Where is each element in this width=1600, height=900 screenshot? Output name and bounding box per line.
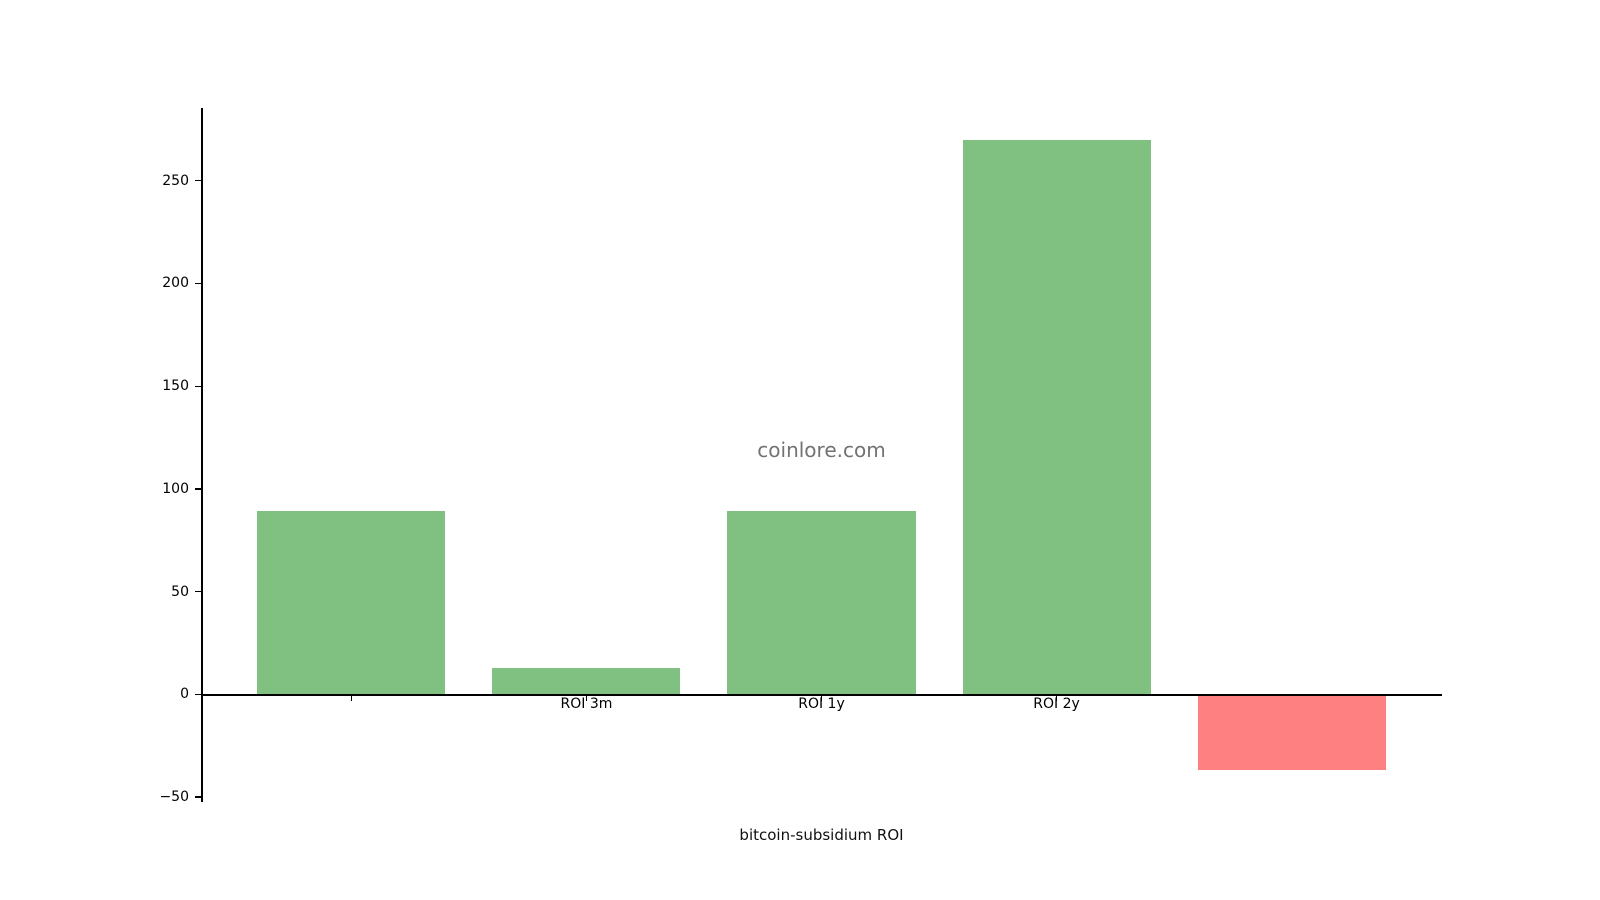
x-tick-mark (350, 694, 353, 702)
y-tick-mark (195, 693, 201, 695)
y-tick-label: 250 (162, 172, 189, 189)
y-tick-label: 150 (162, 378, 189, 395)
y-tick-mark (195, 180, 201, 182)
x-tick-label: ROI 3m (560, 696, 613, 713)
chart-title: bitcoin-subsidium ROI (739, 826, 904, 844)
bar-1 (492, 667, 681, 695)
y-axis-line (201, 108, 203, 802)
y-tick-label: 100 (162, 480, 189, 497)
bar-3 (962, 139, 1151, 695)
y-tick-mark (195, 590, 201, 593)
y-tick-label: 50 (171, 583, 189, 600)
bar-0 (257, 511, 446, 695)
x-tick-mark (585, 694, 588, 702)
y-tick-label: −50 (159, 789, 189, 806)
y-tick-mark (195, 488, 201, 490)
x-tick-label: ROI 1y (798, 696, 845, 713)
bar-4 (1197, 694, 1386, 771)
y-tick-mark (195, 282, 201, 285)
x-tick-mark (820, 694, 823, 702)
x-tick-label: ROI 2y (1033, 696, 1080, 713)
bar-2 (727, 511, 916, 695)
x-axis-line (201, 694, 1442, 696)
y-tick-mark (195, 385, 201, 387)
y-tick-label: 0 (180, 686, 189, 703)
watermark: coinlore.com (757, 438, 886, 462)
x-tick-mark (1055, 694, 1058, 702)
y-tick-label: 200 (162, 275, 189, 292)
y-tick-mark (195, 796, 201, 798)
